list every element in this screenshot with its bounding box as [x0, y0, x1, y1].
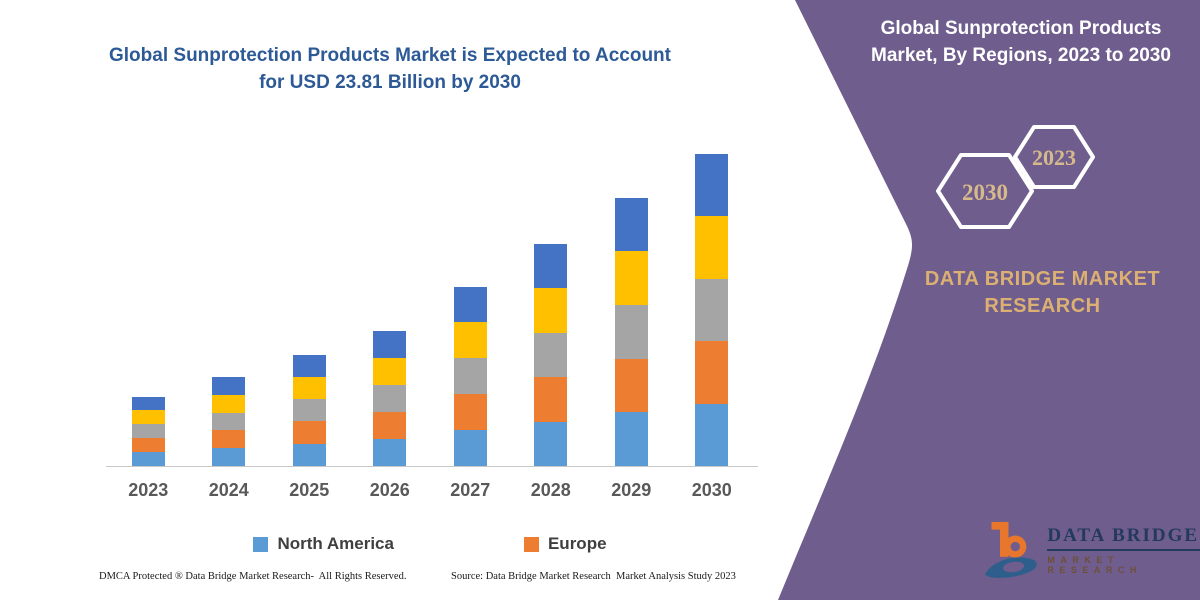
x-axis-labels: 2023 2024 2025 2026 2027 2028 2029 2030 [108, 480, 752, 501]
x-axis-label-2030: 2030 [691, 480, 732, 500]
brand-text-line2: RESEARCH [984, 295, 1101, 317]
bar-2023-segment-4 [131, 410, 165, 425]
bar-2023-segment-5 [131, 396, 165, 411]
chart-title-line2: for USD 23.81 Billion by 2030 [259, 72, 521, 93]
bar-2025-segment-3 [292, 399, 326, 422]
x-axis-label-2024: 2024 [208, 480, 249, 500]
hexagon-2030-label: 2030 [962, 180, 1008, 205]
bar-2029-segment-2 [614, 358, 648, 413]
bar-2028-segment-2 [534, 377, 568, 422]
bar-2028-segment-1 [534, 421, 568, 466]
bar-2027-segment-5 [453, 286, 487, 323]
bar-2023-segment-2 [131, 438, 165, 453]
legend-item-europe: Europe [523, 534, 607, 554]
bar-2028-segment-5 [534, 243, 568, 288]
bar-2026-segment-1 [373, 439, 407, 466]
legend-swatch [523, 536, 539, 552]
bar-2025-segment-1 [292, 443, 326, 466]
bar-2030-segment-2 [695, 341, 729, 404]
brand-text: DATA BRIDGE MARKET RESEARCH [880, 266, 1200, 320]
bar-2027-segment-2 [453, 394, 487, 431]
x-axis-label-2028: 2028 [530, 480, 571, 500]
bar-2025-segment-5 [292, 354, 326, 377]
chart-title-line1: Global Sunprotection Products Market is … [109, 45, 671, 66]
bar-2029-segment-4 [614, 251, 648, 305]
brand-text-line1: DATA BRIDGE MARKET [924, 268, 1161, 290]
logo-subtitle: MARKET RESEARCH [1047, 555, 1142, 575]
panel-title-line1: Global Sunprotection Products [880, 18, 1162, 39]
x-axis-label-2023: 2023 [128, 480, 169, 500]
x-axis-label-2026: 2026 [369, 480, 410, 500]
x-axis-line [106, 466, 758, 467]
x-axis-label-2027: 2027 [450, 480, 491, 500]
legend-label: Europe [547, 534, 607, 553]
hexagon-2023 [1013, 125, 1095, 189]
chart-title: Global Sunprotection Products Market is … [60, 42, 720, 96]
hexagon-2030 [936, 153, 1034, 229]
logo-name: DATA BRIDGE [1047, 525, 1200, 551]
bar-2023-segment-1 [131, 452, 165, 466]
bar-2027-segment-1 [453, 430, 487, 466]
purple-panel-shape [778, 0, 1200, 600]
bar-2029-segment-3 [614, 304, 648, 359]
bar-2030-segment-4 [695, 216, 729, 279]
bar-2026-segment-5 [373, 331, 407, 358]
source-note: Source: Data Bridge Market Research Mark… [451, 571, 736, 582]
legend-item-north-america: North America [253, 534, 394, 554]
legend-label: North America [277, 534, 394, 553]
bar-2029-segment-1 [614, 412, 648, 466]
bar-2028-segment-3 [534, 332, 568, 377]
bar-2029-segment-5 [614, 197, 648, 252]
bar-2026-segment-2 [373, 412, 407, 439]
dmca-notice: DMCA Protected ® Data Bridge Market Rese… [99, 571, 407, 582]
bar-2027-segment-4 [453, 322, 487, 359]
bar-2024 [189, 140, 270, 466]
bar-2023 [108, 140, 189, 466]
bar-2028 [511, 140, 592, 466]
bar-2024-segment-2 [212, 430, 246, 449]
bar-2026-segment-3 [373, 385, 407, 412]
bar-2027 [430, 140, 511, 466]
bar-2026-segment-4 [373, 358, 407, 385]
bar-2028-segment-4 [534, 288, 568, 333]
logo-text: DATA BRIDGE MARKET RESEARCH [1047, 514, 1200, 586]
data-bridge-logo-icon [985, 521, 1037, 578]
panel-title: Global Sunprotection Products Market, By… [855, 15, 1187, 69]
bar-2023-segment-3 [131, 424, 165, 439]
x-axis-label-2025: 2025 [289, 480, 330, 500]
data-bridge-logo: DATA BRIDGE MARKET RESEARCH [983, 514, 1200, 586]
panel-title-line2: Market, By Regions, 2023 to 2030 [871, 45, 1171, 66]
legend-swatch [253, 536, 269, 552]
bar-2024-segment-3 [212, 412, 246, 431]
bar-2025 [269, 140, 350, 466]
bar-2026 [350, 140, 431, 466]
hexagon-2023-label: 2023 [1032, 145, 1076, 170]
bar-2024-segment-5 [212, 377, 246, 395]
bar-2030-segment-5 [695, 154, 729, 217]
bar-2024-segment-4 [212, 394, 246, 413]
bar-2027-segment-3 [453, 358, 487, 395]
bar-2030 [672, 140, 753, 466]
stacked-bar-chart [108, 140, 752, 466]
chart-legend: North America Europe [108, 534, 752, 554]
bar-2024-segment-1 [212, 448, 246, 466]
bar-2029 [591, 140, 672, 466]
bar-2030-segment-3 [695, 278, 729, 342]
bar-2030-segment-1 [695, 403, 729, 466]
bar-2025-segment-2 [292, 421, 326, 444]
x-axis-label-2029: 2029 [611, 480, 652, 500]
bar-2025-segment-4 [292, 376, 326, 400]
